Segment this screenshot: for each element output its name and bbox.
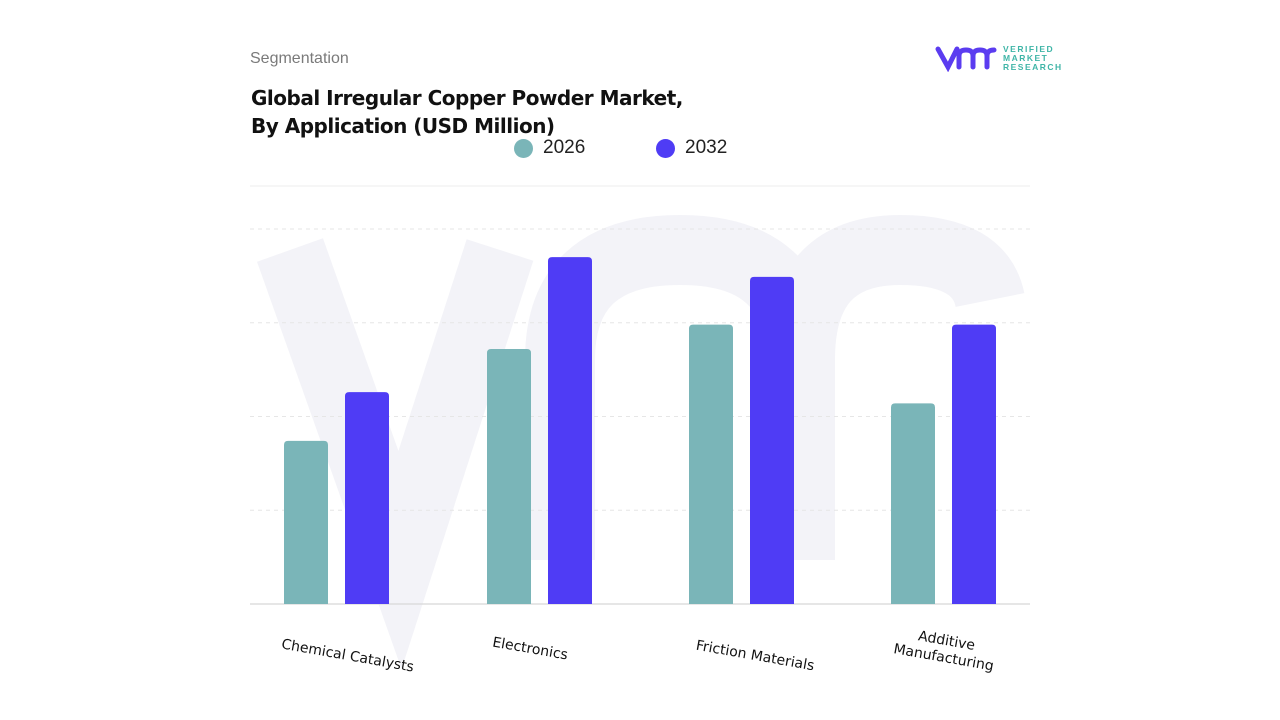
legend-item-2032: 2032 [656,137,727,159]
chart-title: Global Irregular Copper Powder Market, B… [251,84,683,140]
bar-2026-chemical-catalysts [284,440,328,604]
vmr-logo-icon [935,46,997,72]
segmentation-label: Segmentation [250,50,349,67]
legend-label: 2026 [543,137,586,158]
logo-line-2: MARKET [1003,52,1049,63]
bar-2032-electronics [548,257,592,604]
logo-text: VERIFIED MARKET RESEARCH [1003,43,1063,72]
bar-2032-friction-materials [750,276,794,604]
bar-2032-chemical-catalysts [345,392,389,604]
legend-dot-icon [656,138,675,158]
legend-label: 2032 [685,137,728,158]
title-line-2: By Application (USD Million) [251,114,555,138]
verified-market-research-logo: VERIFIED MARKET RESEARCH [935,44,1063,72]
legend-item-2026: 2026 [514,137,585,159]
title-line-1: Global Irregular Copper Powder Market, [251,86,683,110]
logo-line-1: VERIFIED [1003,43,1055,54]
bar-2032-additive-manufacturing [952,324,996,604]
bar-2026-additive-manufacturing [891,403,935,604]
logo-line-3: RESEARCH [1003,61,1063,72]
legend-dot-icon [514,138,533,158]
watermark-logo-icon [257,214,1025,670]
bar-2026-friction-materials [689,324,733,604]
bar-2026-electronics [487,349,531,604]
